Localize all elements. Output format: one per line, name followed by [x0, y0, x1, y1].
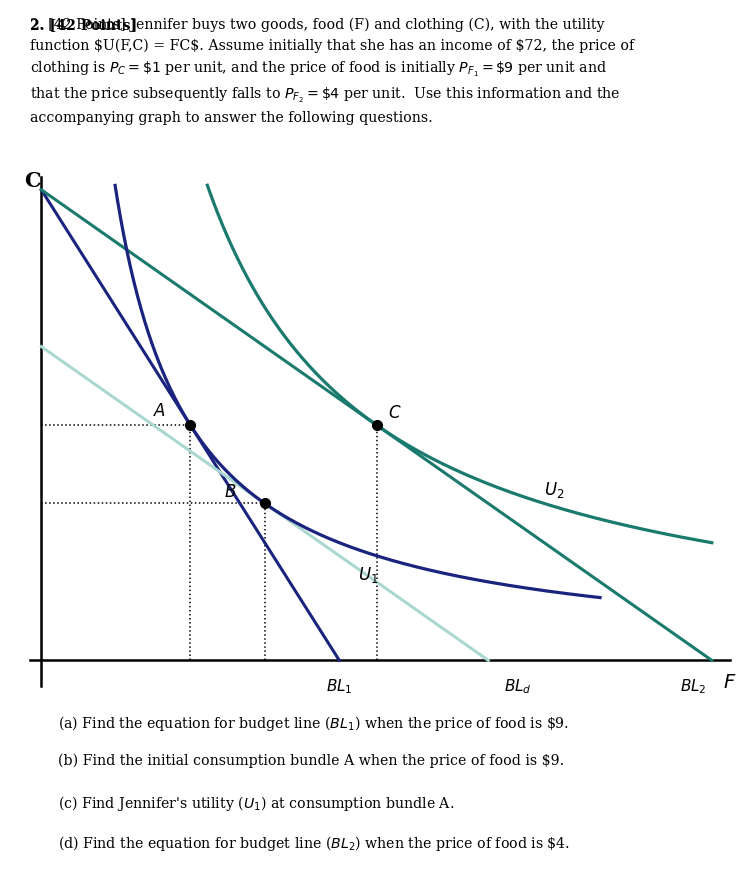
Text: $B$: $B$	[224, 483, 236, 500]
Text: (b) Find the initial consumption bundle A when the price of food is \$9.: (b) Find the initial consumption bundle …	[58, 753, 565, 767]
Text: $F$: $F$	[723, 673, 736, 692]
Text: $U_2$: $U_2$	[544, 479, 565, 499]
Text: 2. [42 Points]: 2. [42 Points]	[30, 18, 137, 32]
Text: $A$: $A$	[153, 403, 166, 420]
Text: (a) Find the equation for budget line ($BL_1$) when the price of food is \$9.: (a) Find the equation for budget line ($…	[58, 713, 569, 732]
Text: (c) Find Jennifer's utility ($U_1$) at consumption bundle A.: (c) Find Jennifer's utility ($U_1$) at c…	[58, 793, 455, 812]
Text: (d) Find the equation for budget line ($BL_2$) when the price of food is \$4.: (d) Find the equation for budget line ($…	[58, 833, 570, 852]
Text: $BL_2$: $BL_2$	[680, 677, 706, 696]
Text: $BL_d$: $BL_d$	[505, 677, 532, 696]
Text: 2. [42 Points] Jennifer buys two goods, food (F) and clothing (C), with the util: 2. [42 Points] Jennifer buys two goods, …	[30, 18, 634, 125]
Text: $BL_1$: $BL_1$	[326, 677, 352, 696]
Text: C: C	[23, 170, 41, 190]
Text: $U_1$: $U_1$	[358, 564, 379, 585]
Text: $C$: $C$	[388, 405, 401, 422]
